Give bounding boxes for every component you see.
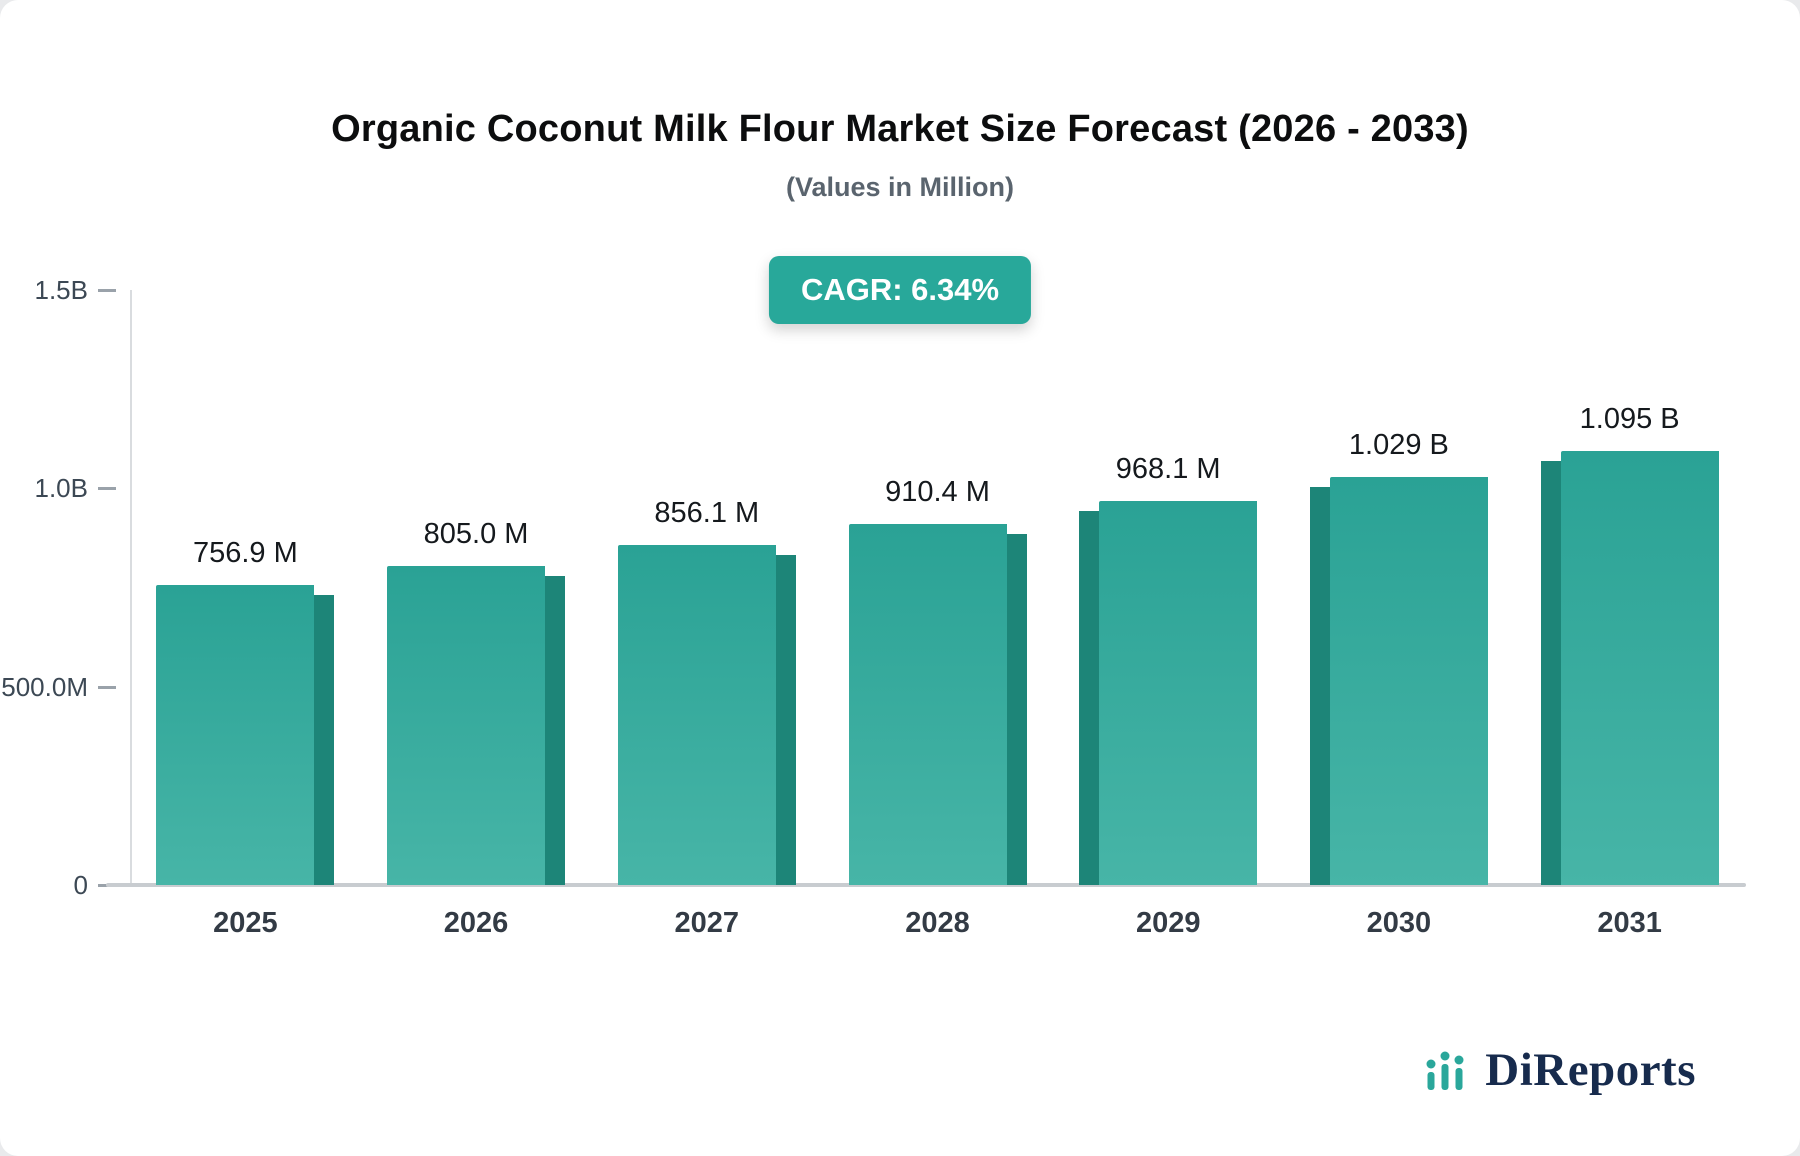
bar-face [1560, 451, 1719, 885]
bar-2028 [848, 524, 1027, 885]
chart-subtitle: (Values in Million) [785, 172, 1015, 202]
logo-text: DiReports [1485, 1044, 1696, 1096]
bar-2027 [617, 545, 796, 885]
x-axis-baseline [106, 883, 1746, 887]
bar-value-label: 968.1 M [1115, 453, 1221, 485]
x-axis-label: 2028 [905, 907, 970, 939]
y-tick-label: 0 [73, 870, 88, 900]
bar-side-shade [775, 555, 796, 885]
y-tick-label: 1.0B [34, 473, 89, 504]
y-tick-label: 1.5B [34, 275, 89, 305]
bar-value-label: 1.029 B [1348, 429, 1449, 461]
y-tick-mark [98, 685, 116, 689]
x-axis-label: 2026 [443, 907, 509, 939]
bar-face [156, 585, 315, 885]
y-axis-line [130, 290, 132, 885]
bar-side-shade [545, 576, 566, 885]
cagr-badge: CAGR: 6.34% [768, 256, 1032, 324]
x-axis-label: 2030 [1366, 907, 1432, 939]
x-axis-label: 2029 [1135, 907, 1201, 939]
bar-2030 [1309, 477, 1488, 885]
bar-value-label: 856.1 M [654, 497, 760, 529]
y-tick-mark [98, 289, 116, 292]
bar-value-label: 805.0 M [423, 518, 529, 550]
bar-value-label: 1.095 B [1579, 403, 1680, 435]
bar-value-label: 910.4 M [885, 476, 990, 508]
bar-2025 [156, 585, 335, 885]
bar-face [617, 545, 776, 885]
plot-area: 756.9 M 2025 805.0 M 2026 856.1 M 2027 910.4 M… [130, 290, 1745, 939]
bar-side-shade [1309, 487, 1330, 885]
bar-2031 [1540, 451, 1719, 885]
x-axis-label: 2025 [213, 907, 278, 939]
mini-bar-chart-icon [1426, 1051, 1464, 1090]
bar-side-shade [1006, 534, 1027, 885]
logo-bars [1426, 1051, 1464, 1090]
y-tick-label: 500.0M [1, 671, 88, 702]
bar-face [848, 524, 1007, 885]
bar-2026 [387, 566, 566, 885]
y-tick-mark [98, 487, 116, 491]
chart-title: Organic Coconut Milk Flour Market Size F… [331, 108, 1469, 150]
x-axis-label: 2027 [674, 907, 740, 939]
bar-face [387, 566, 546, 885]
x-axis-label: 2031 [1597, 907, 1662, 939]
bar-face [1099, 501, 1258, 885]
bar-side-shade [1079, 511, 1100, 885]
bar-side-shade [314, 595, 335, 885]
direports-logo: DiReports [1419, 1042, 1696, 1098]
bar-side-shade [1540, 461, 1561, 885]
bar-2029 [1079, 501, 1258, 885]
bar-face [1329, 477, 1488, 885]
bar-value-label: 756.9 M [192, 537, 298, 569]
